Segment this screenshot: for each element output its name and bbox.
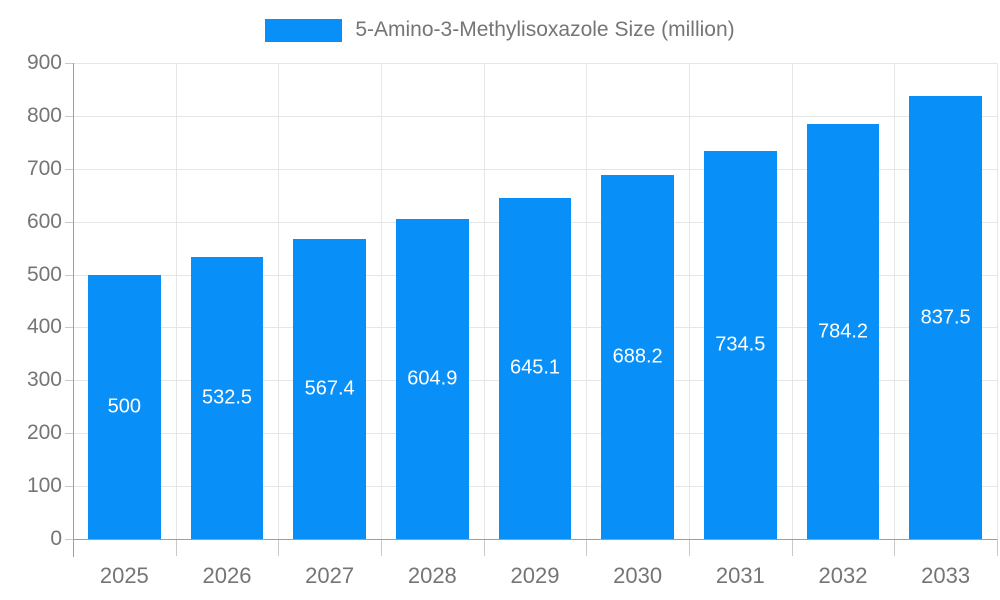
x-tick-9 xyxy=(997,538,998,556)
legend[interactable]: 5-Amino-3-Methylisoxazole Size (million) xyxy=(0,18,1000,42)
x-axis-labels: 2025 2026 2027 2028 2029 2030 2031 2032 2033 xyxy=(73,560,997,594)
y-tick-300 xyxy=(65,380,73,382)
x-tick-4 xyxy=(483,538,485,556)
h-gridline-900 xyxy=(73,63,997,64)
bar-value-label-2025: 500 xyxy=(107,395,142,418)
y-tick-0 xyxy=(65,539,73,540)
x-tick-label-2026: 2026 xyxy=(202,563,252,588)
v-gridline-4 xyxy=(483,63,485,539)
h-gridline-700 xyxy=(73,168,997,170)
x-tick-5 xyxy=(586,538,588,556)
bar-value-label-2033: 837.5 xyxy=(920,306,971,329)
x-tick-label-2025: 2025 xyxy=(99,563,149,588)
bar-2026[interactable] xyxy=(190,257,264,539)
y-tick-label-400: 400 xyxy=(26,315,62,339)
v-gridline-9 xyxy=(997,63,998,539)
bar-2032[interactable] xyxy=(806,124,880,539)
y-tick-500 xyxy=(65,274,73,276)
bar-value-label-2031: 734.5 xyxy=(715,333,766,356)
bar-value-label-2027: 567.4 xyxy=(304,377,355,400)
y-tick-label-100: 100 xyxy=(26,474,62,498)
bar-value-label-2030: 688.2 xyxy=(612,345,663,368)
y-tick-label-300: 300 xyxy=(26,368,62,392)
y-tick-400 xyxy=(65,327,73,329)
x-tick-2 xyxy=(278,538,280,556)
y-tick-label-0: 0 xyxy=(50,527,62,550)
y-tick-label-900: 900 xyxy=(26,51,62,74)
plot-area: 500 532.5 567.4 604.9 645.1 688.2 734.5 784.2 83… xyxy=(65,63,998,557)
y-tick-900 xyxy=(65,63,73,64)
bar-2033[interactable] xyxy=(909,96,983,539)
v-gridline-2 xyxy=(278,63,280,539)
y-tick-600 xyxy=(65,221,73,223)
y-tick-800 xyxy=(65,115,73,117)
y-tick-label-700: 700 xyxy=(26,156,62,180)
bar-2025[interactable] xyxy=(87,274,161,539)
x-tick-label-2027: 2027 xyxy=(305,563,355,588)
y-tick-200 xyxy=(65,433,73,435)
y-tick-100 xyxy=(65,486,73,488)
y-tick-label-600: 600 xyxy=(26,209,62,233)
bar-2029[interactable] xyxy=(498,197,572,539)
y-tick-label-200: 200 xyxy=(26,421,62,445)
x-tick-label-2028: 2028 xyxy=(407,563,457,588)
bar-value-label-2032: 784.2 xyxy=(817,320,869,343)
v-gridline-7 xyxy=(791,63,793,539)
y-tick-700 xyxy=(65,168,73,170)
v-gridline-8 xyxy=(894,63,896,539)
y-tick-label-500: 500 xyxy=(26,262,62,286)
x-tick-6 xyxy=(689,538,690,556)
x-tick-label-2031: 2031 xyxy=(715,563,765,588)
x-tick-8 xyxy=(894,538,896,556)
v-gridline-3 xyxy=(381,63,382,539)
bar-value-label-2028: 604.9 xyxy=(407,367,458,390)
bar-2027[interactable] xyxy=(293,238,367,539)
x-tick-label-2029: 2029 xyxy=(510,563,560,588)
bar-value-label-2026: 532.5 xyxy=(201,386,253,409)
v-gridline-1 xyxy=(175,63,177,539)
bar-2031[interactable] xyxy=(703,150,777,539)
x-tick-label-2030: 2030 xyxy=(613,563,663,588)
x-tick-7 xyxy=(791,538,793,556)
x-tick-label-2033: 2033 xyxy=(921,563,971,588)
v-gridline-5 xyxy=(586,63,588,539)
y-tick-label-800: 800 xyxy=(26,103,62,127)
v-gridline-6 xyxy=(689,63,690,539)
bar-2030[interactable] xyxy=(601,175,675,539)
x-tick-3 xyxy=(381,538,382,556)
legend-swatch[interactable] xyxy=(265,18,343,42)
x-tick-label-2032: 2032 xyxy=(818,563,868,588)
h-gridline-800 xyxy=(73,115,997,117)
bar-value-label-2029: 645.1 xyxy=(509,356,561,379)
legend-label: 5-Amino-3-Methylisoxazole Size (million) xyxy=(355,18,735,41)
y-axis-labels: 0 100 200 300 400 500 600 700 800 900 xyxy=(0,51,62,550)
y-axis-line xyxy=(73,63,74,557)
x-tick-1 xyxy=(175,538,177,556)
x-axis-line xyxy=(73,539,997,540)
bar-2028[interactable] xyxy=(395,219,469,539)
